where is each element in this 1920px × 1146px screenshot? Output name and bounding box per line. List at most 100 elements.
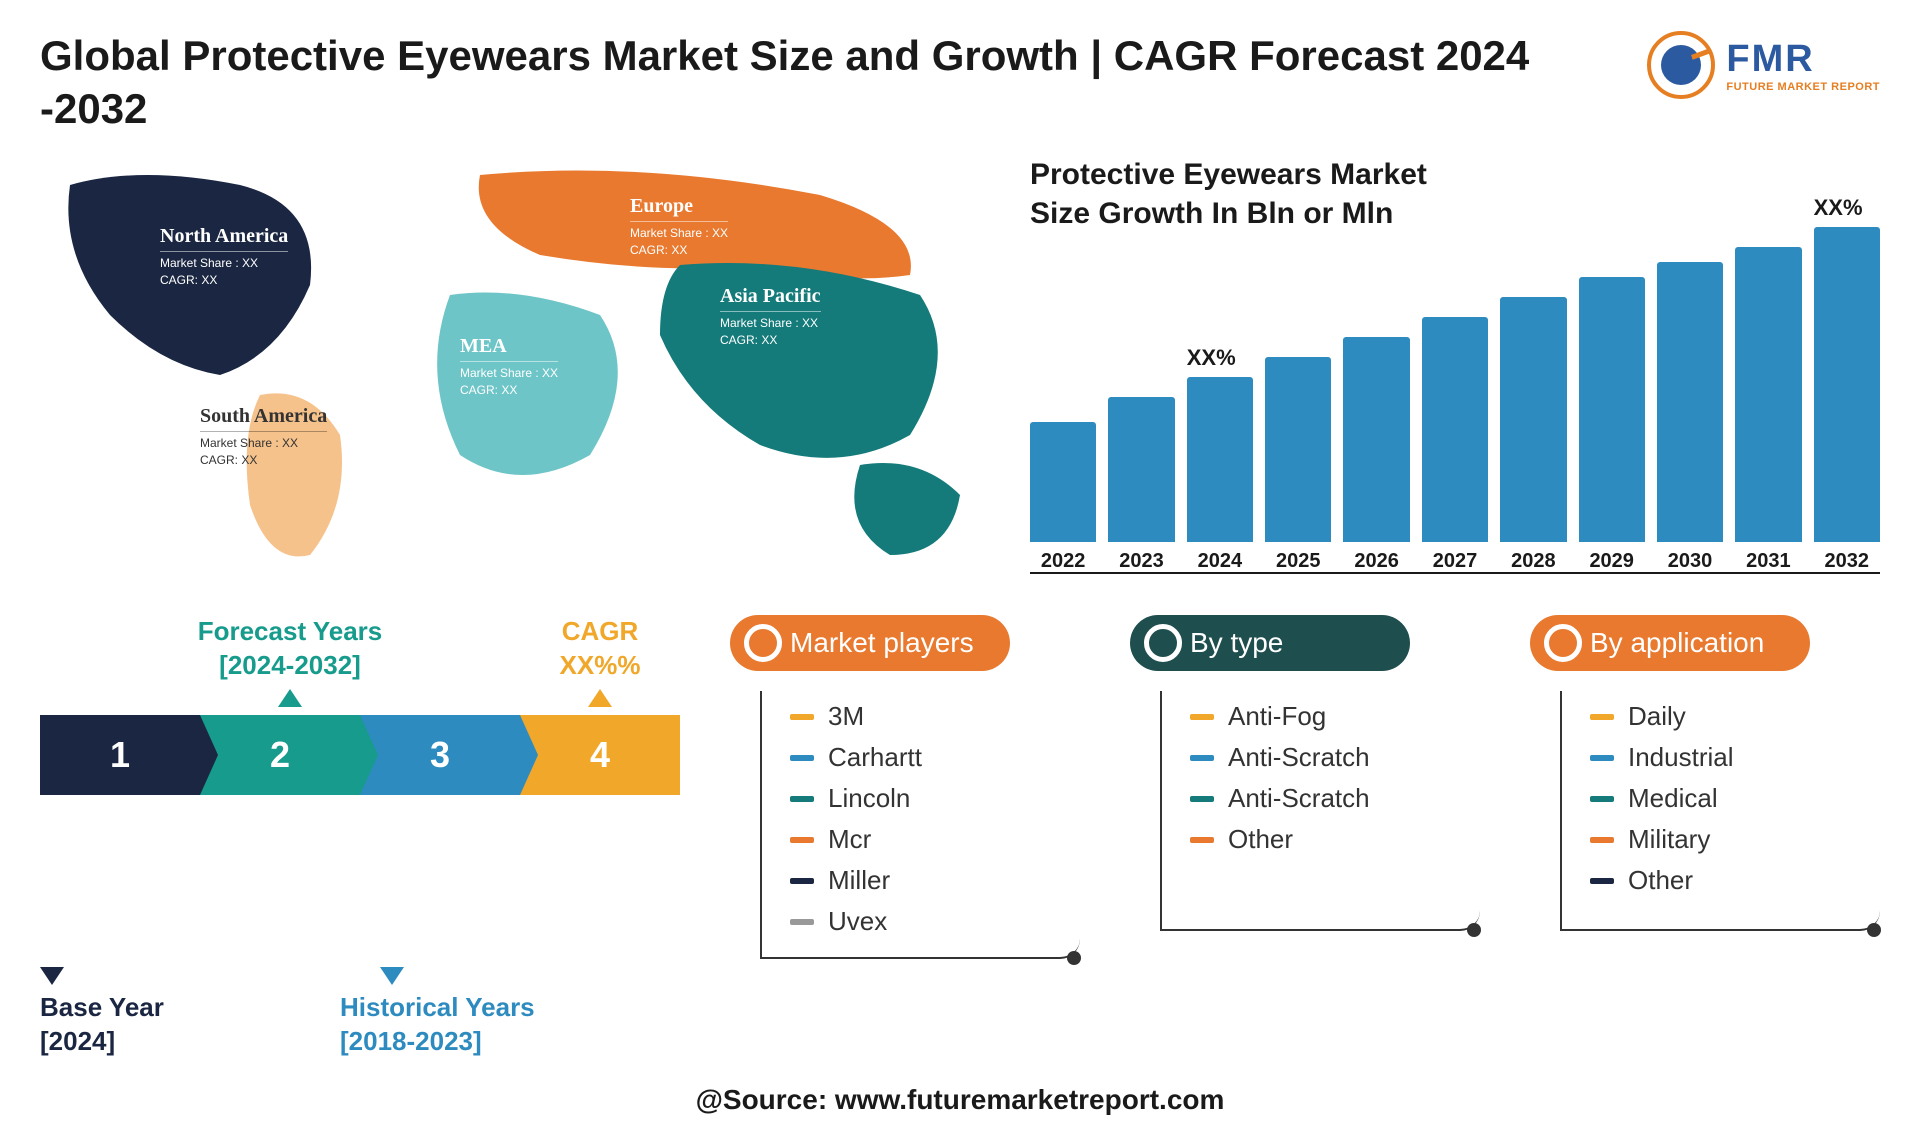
bullet-icon — [1590, 878, 1614, 884]
arrow-up-icon — [588, 689, 612, 707]
region-stats: Market Share : XXCAGR: XX — [200, 431, 327, 469]
item-label: Medical — [1628, 783, 1718, 814]
bullet-icon — [790, 714, 814, 720]
list-item: Anti-Scratch — [1190, 783, 1480, 814]
bar-year-label: 2024 — [1198, 550, 1243, 573]
source-text: @Source: www.futuremarketreport.com — [696, 1084, 1225, 1116]
bullet-icon — [1590, 837, 1614, 843]
region-stats: Market Share : XXCAGR: XX — [160, 251, 288, 289]
list-item: Anti-Scratch — [1190, 742, 1480, 773]
bar-year-label: 2025 — [1276, 550, 1321, 573]
bullet-icon — [1190, 714, 1214, 720]
item-label: Daily — [1628, 701, 1686, 732]
bar-year-label: 2029 — [1589, 550, 1634, 573]
list-item: Lincoln — [790, 783, 1080, 814]
list-item: 3M — [790, 701, 1080, 732]
category-pill: By type — [1130, 615, 1410, 671]
category-pill: By application — [1530, 615, 1810, 671]
bar-rect — [1108, 397, 1174, 542]
bar-year-label: 2032 — [1825, 550, 1870, 573]
arrow-up-icon — [278, 689, 302, 707]
cagr-annotation: CAGR XX%% — [520, 615, 680, 713]
logo-sub-text: FUTURE MARKET REPORT — [1726, 81, 1880, 93]
bullet-icon — [1590, 796, 1614, 802]
bar-year-label: 2028 — [1511, 550, 1556, 573]
region-asia-pacific: Asia Pacific Market Share : XXCAGR: XX — [720, 285, 821, 349]
region-stats: Market Share : XXCAGR: XX — [720, 311, 821, 349]
item-label: Other — [1228, 824, 1293, 855]
bullet-icon — [1190, 837, 1214, 843]
bullet-icon — [790, 837, 814, 843]
item-label: 3M — [828, 701, 864, 732]
list-item: Miller — [790, 865, 1080, 896]
bar-2027: 2027 — [1422, 317, 1488, 573]
bar-2024: XX%2024 — [1187, 377, 1253, 573]
item-label: Miller — [828, 865, 890, 896]
bar-rect: XX% — [1814, 227, 1880, 542]
bar-2029: 2029 — [1579, 277, 1645, 573]
timeline: Forecast Years [2024-2032] CAGR XX%% 1 2… — [40, 615, 680, 959]
bar-2028: 2028 — [1500, 297, 1566, 573]
list-item: Uvex — [790, 906, 1080, 937]
category-market-players: Market players3MCarharttLincolnMcrMiller… — [730, 615, 1080, 959]
logo: FMR FUTURE MARKET REPORT — [1646, 30, 1880, 100]
bar-2032: XX% 2032 — [1814, 227, 1880, 573]
bar-rect — [1500, 297, 1566, 542]
region-name: South America — [200, 405, 327, 428]
region-name: Europe — [630, 195, 728, 218]
bullet-icon — [1190, 755, 1214, 761]
region-name: North America — [160, 225, 288, 248]
list-item: Anti-Fog — [1190, 701, 1480, 732]
region-stats: Market Share : XXCAGR: XX — [460, 361, 558, 399]
category-by-type: By type Anti-Fog Anti-Scratch Anti-Scratch O… — [1130, 615, 1480, 959]
bar-year-label: 2023 — [1119, 550, 1164, 573]
bullet-icon — [790, 878, 814, 884]
bar-2023: 2023 — [1108, 397, 1174, 573]
fmr-logo-icon — [1646, 30, 1716, 100]
list-item: Mcr — [790, 824, 1080, 855]
item-label: Lincoln — [828, 783, 910, 814]
bar-annotation: XX% — [1814, 195, 1863, 221]
region-north-america: North America Market Share : XXCAGR: XX — [160, 225, 288, 289]
bar-year-label: 2027 — [1433, 550, 1478, 573]
bar-year-label: 2026 — [1354, 550, 1399, 573]
bar-2026: 2026 — [1343, 337, 1409, 573]
bar-year-label: 2030 — [1668, 550, 1713, 573]
bar-rect — [1343, 337, 1409, 542]
region-stats: Market Share : XXCAGR: XX — [630, 221, 728, 259]
region-name: Asia Pacific — [720, 285, 821, 308]
region-mea: MEAMarket Share : XXCAGR: XX — [460, 335, 558, 399]
bar-2030: 2030 — [1657, 262, 1723, 573]
list-item: Military — [1590, 824, 1880, 855]
chart-title: Protective Eyewears Market Size Growth I… — [1030, 155, 1450, 233]
bar-2031: 2031 — [1735, 247, 1801, 573]
bar-rect — [1735, 247, 1801, 542]
category-by-application: By application Daily Industrial Medical Mili… — [1530, 615, 1880, 959]
logo-main-text: FMR — [1726, 38, 1880, 81]
timeline-seg-3: 3 — [360, 715, 520, 795]
bar-rect — [1422, 317, 1488, 542]
page-title: Global Protective Eyewears Market Size a… — [40, 30, 1540, 135]
category-list: Anti-Fog Anti-Scratch Anti-Scratch Other — [1160, 691, 1480, 931]
bar-rect — [1657, 262, 1723, 542]
categories: Market players3MCarharttLincolnMcrMiller… — [730, 615, 1880, 959]
item-label: Military — [1628, 824, 1710, 855]
bar-2025: 2025 — [1265, 357, 1331, 573]
item-label: Anti-Fog — [1228, 701, 1326, 732]
item-label: Industrial — [1628, 742, 1734, 773]
top-row: North AmericaMarket Share : XXCAGR: XXSo… — [40, 155, 1880, 575]
timeline-seg-4: 4 — [520, 715, 680, 795]
bar-rect — [1030, 422, 1096, 542]
bullet-icon — [790, 755, 814, 761]
item-label: Carhartt — [828, 742, 922, 773]
forecast-annotation: Forecast Years [2024-2032] — [180, 615, 400, 713]
bullet-icon — [1590, 755, 1614, 761]
arrow-down-icon — [380, 967, 404, 985]
world-map: North AmericaMarket Share : XXCAGR: XXSo… — [40, 155, 1000, 575]
list-item: Medical — [1590, 783, 1880, 814]
bar-year-label: 2022 — [1041, 550, 1086, 573]
region-south-america: South America Market Share : XXCAGR: XX — [200, 405, 327, 469]
timeline-bar: 1 2 3 4 — [40, 715, 680, 795]
category-list: 3M Carhartt Lincoln Mcr Miller Uvex — [760, 691, 1080, 959]
list-item: Other — [1190, 824, 1480, 855]
